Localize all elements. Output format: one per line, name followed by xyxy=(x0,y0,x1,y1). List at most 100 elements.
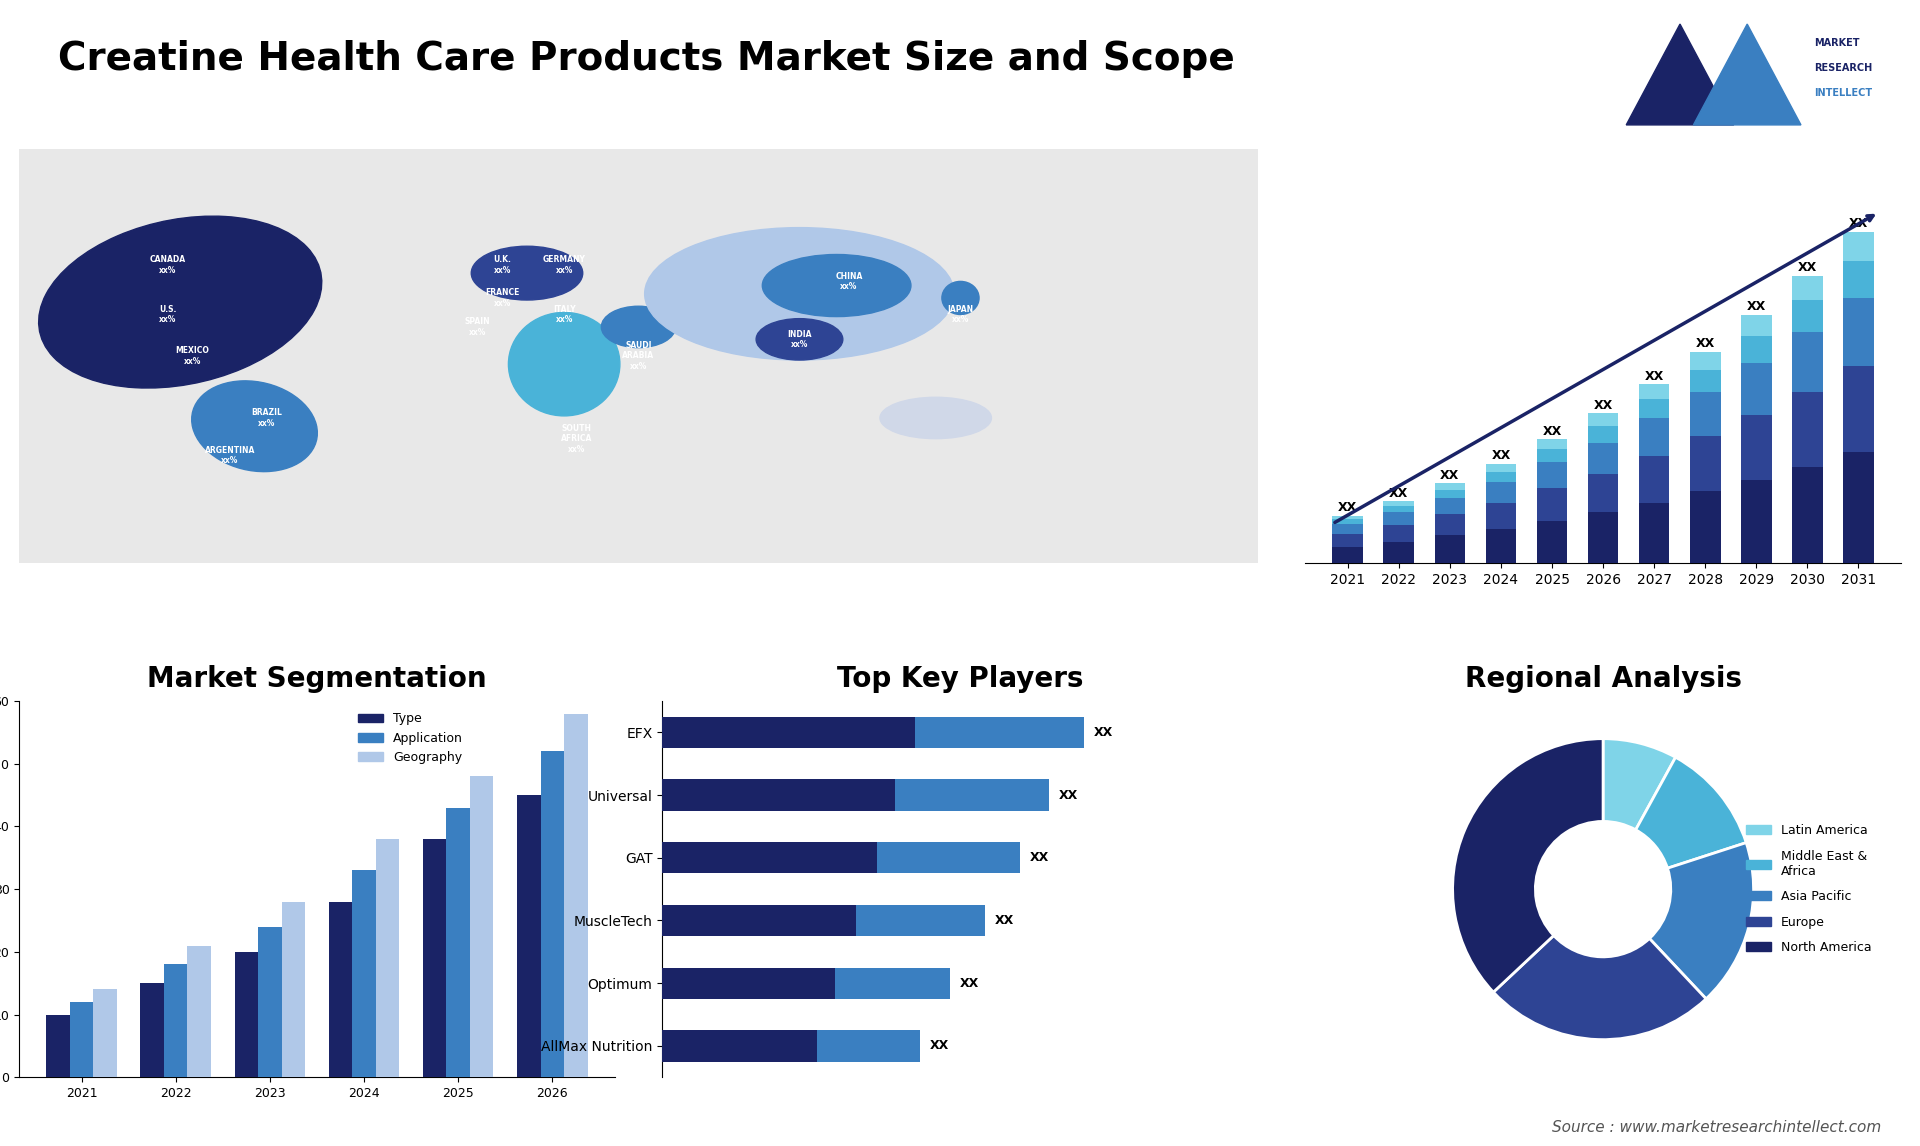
Bar xyxy=(1486,481,1517,503)
Text: SAUDI
ARABIA
xx%: SAUDI ARABIA xx% xyxy=(622,342,655,371)
Text: XX: XX xyxy=(995,915,1014,927)
Bar xyxy=(1588,442,1619,473)
Bar xyxy=(1434,497,1465,515)
Bar xyxy=(1384,501,1415,507)
Text: RESEARCH: RESEARCH xyxy=(1814,63,1872,73)
Bar xyxy=(69,1002,94,1077)
Ellipse shape xyxy=(879,398,991,439)
Text: U.S.
xx%: U.S. xx% xyxy=(159,305,177,324)
Text: XX: XX xyxy=(1849,217,1868,230)
Bar xyxy=(1332,547,1363,563)
Text: CANADA
xx%: CANADA xx% xyxy=(150,256,186,275)
Ellipse shape xyxy=(192,380,317,472)
Bar xyxy=(1434,489,1465,497)
Text: U.K.
xx%: U.K. xx% xyxy=(493,256,511,275)
Bar xyxy=(1690,392,1720,437)
Bar xyxy=(1843,231,1874,261)
Bar xyxy=(1843,367,1874,453)
Bar xyxy=(1588,512,1619,563)
Wedge shape xyxy=(1649,842,1753,999)
Bar xyxy=(1690,352,1720,370)
Bar xyxy=(1486,472,1517,481)
Bar xyxy=(1741,415,1772,480)
Text: XX: XX xyxy=(1747,300,1766,313)
Bar xyxy=(1741,314,1772,336)
Wedge shape xyxy=(1494,935,1707,1039)
Text: SPAIN
xx%: SPAIN xx% xyxy=(465,317,490,337)
Bar xyxy=(1741,336,1772,363)
Text: XX: XX xyxy=(1492,449,1511,462)
Bar xyxy=(1690,492,1720,563)
Bar xyxy=(234,952,257,1077)
Title: Market Segmentation: Market Segmentation xyxy=(148,665,488,693)
Bar xyxy=(1536,488,1567,520)
Title: Top Key Players: Top Key Players xyxy=(837,665,1083,693)
Bar xyxy=(163,965,188,1077)
Bar xyxy=(46,1014,69,1077)
Wedge shape xyxy=(1636,758,1745,869)
Bar xyxy=(1843,298,1874,367)
Ellipse shape xyxy=(645,228,954,360)
Text: INTELLECT: INTELLECT xyxy=(1814,88,1872,99)
Bar xyxy=(1536,439,1567,449)
Text: MEXICO
xx%: MEXICO xx% xyxy=(175,346,209,366)
Text: XX: XX xyxy=(929,1039,950,1052)
Bar xyxy=(1332,516,1363,519)
Bar xyxy=(818,1030,920,1061)
Bar xyxy=(1791,332,1822,392)
Bar xyxy=(1434,535,1465,563)
Bar xyxy=(1791,392,1822,468)
Bar xyxy=(328,902,351,1077)
Title: Regional Analysis: Regional Analysis xyxy=(1465,665,1741,693)
Bar xyxy=(1791,300,1822,332)
Bar xyxy=(188,945,211,1077)
Bar xyxy=(662,1030,818,1061)
Bar xyxy=(895,779,1050,810)
Text: XX: XX xyxy=(1695,337,1715,351)
Bar xyxy=(564,714,588,1077)
Bar xyxy=(662,967,835,999)
Bar xyxy=(1640,418,1670,456)
Ellipse shape xyxy=(756,319,843,360)
Bar xyxy=(1486,464,1517,472)
Bar xyxy=(445,808,470,1077)
Bar xyxy=(1384,507,1415,512)
Ellipse shape xyxy=(38,217,323,388)
Bar xyxy=(1741,480,1772,563)
Text: ARGENTINA
xx%: ARGENTINA xx% xyxy=(205,446,255,465)
Bar xyxy=(1486,528,1517,563)
Text: XX: XX xyxy=(1338,501,1357,515)
Wedge shape xyxy=(1603,739,1676,830)
Ellipse shape xyxy=(943,282,979,314)
Bar xyxy=(1588,426,1619,442)
Bar xyxy=(1332,534,1363,547)
Bar xyxy=(662,842,877,873)
Bar xyxy=(1332,524,1363,534)
Bar xyxy=(1640,399,1670,418)
Bar xyxy=(1486,503,1517,528)
Text: XX: XX xyxy=(1542,425,1561,438)
Bar xyxy=(1332,519,1363,524)
Bar xyxy=(422,839,445,1077)
Text: MARKET: MARKET xyxy=(1814,38,1860,48)
Text: XX: XX xyxy=(1390,487,1409,500)
Text: BRAZIL
xx%: BRAZIL xx% xyxy=(252,408,282,427)
Text: XX: XX xyxy=(1094,725,1114,739)
Bar xyxy=(470,776,493,1077)
Bar xyxy=(1690,370,1720,392)
Bar xyxy=(662,716,916,748)
Bar xyxy=(1741,363,1772,415)
Text: GERMANY
xx%: GERMANY xx% xyxy=(543,256,586,275)
Bar xyxy=(1384,526,1415,542)
Bar xyxy=(516,795,541,1077)
Bar xyxy=(1384,542,1415,563)
Bar xyxy=(877,842,1020,873)
Text: XX: XX xyxy=(1060,788,1079,801)
Bar xyxy=(1791,275,1822,300)
Bar xyxy=(1384,512,1415,526)
Polygon shape xyxy=(1626,24,1734,125)
Bar xyxy=(1640,503,1670,563)
Bar xyxy=(1843,453,1874,563)
Bar xyxy=(140,983,163,1077)
Text: INDIA
xx%: INDIA xx% xyxy=(787,330,812,350)
